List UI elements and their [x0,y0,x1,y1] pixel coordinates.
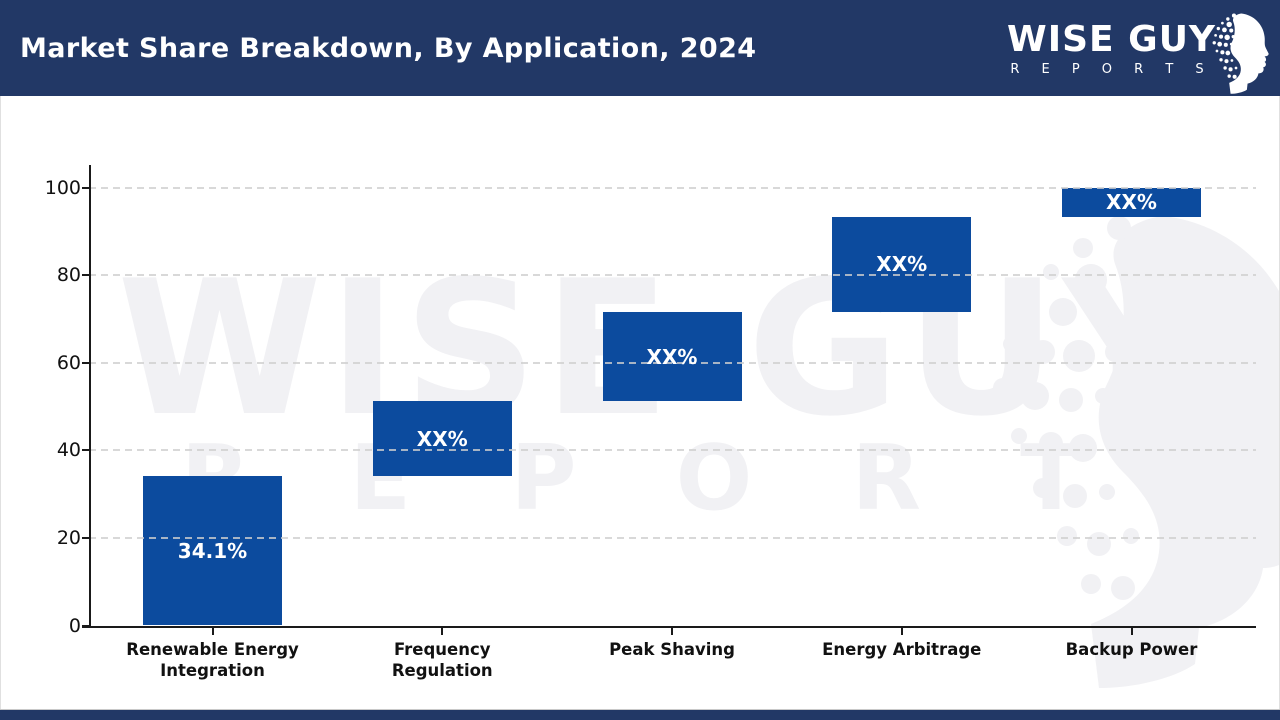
brand-name: WISE GUY [1006,19,1216,60]
x-category-label-line: Backup Power [1065,639,1198,659]
bar-value-label: XX% [416,426,468,451]
y-tick-mark [82,186,89,189]
page-title: Market Share Breakdown, By Application, … [20,32,757,64]
y-tick-mark [82,274,89,277]
y-gridline [89,361,1256,364]
y-gridline [89,449,1256,452]
brand-logo-text: WISE GUY R E P O R T S [1006,19,1216,77]
bar-value-label: XX% [1106,190,1157,215]
y-tick-label: 80 [56,264,81,287]
x-category-label-line: Integration [160,660,265,680]
bar-value-label: XX% [876,252,928,277]
x-category-label: Renewable Energy Integration [98,639,328,681]
bar-value-label: 34.1% [177,538,248,563]
waterfall-bar [372,401,512,477]
brand-head-icon [1212,13,1269,94]
x-tick-mark [671,626,673,635]
x-tick-mark [1130,626,1133,635]
bar-value-label: XX% [646,344,698,369]
x-category-label-line: Regulation [391,660,493,680]
y-axis-line [89,165,91,628]
y-tick-mark [82,449,89,452]
chart-area: WISE GUY R E P O R T S 0 20 40 60 80 100 34.1%… [0,96,1280,710]
y-tick-label: 0 [68,614,81,637]
y-tick-label: 40 [56,439,81,462]
y-tick-label: 60 [56,351,81,374]
y-gridline [89,186,1256,189]
y-tick-mark [82,536,89,539]
x-tick-mark [441,626,444,635]
watermark-text-sub: R E P O R T S [181,426,1280,531]
x-category-label: Peak Shaving [557,639,787,660]
x-category-label: Frequency Regulation [327,639,557,681]
footer-bar [0,709,1280,720]
x-category-label-line: Energy Arbitrage [822,639,982,659]
y-tick-label: 20 [56,526,81,549]
waterfall-plot: 0 20 40 60 80 100 34.1% Renewable Energy Integra… [1,96,1279,710]
x-category-label-line: Peak Shaving [609,639,735,659]
x-tick-mark [900,626,903,635]
y-gridline [89,536,1256,539]
waterfall-bar [602,311,742,402]
x-axis-line [82,625,1256,628]
y-tick-label: 100 [44,176,81,199]
waterfall-bar [1062,188,1201,217]
x-category-label: Energy Arbitrage [787,639,1017,660]
brand-logo: WISE GUY R E P O R T S [1007,12,1270,94]
x-category-label-line: Renewable Energy [126,639,299,659]
y-tick-mark [82,361,89,364]
brand-subtitle: R E P O R T S [1010,62,1213,77]
x-category-label: Backup Power [1017,639,1247,660]
x-tick-mark [211,626,214,635]
waterfall-bar [143,476,282,626]
header-bar: Market Share Breakdown, By Application, … [0,0,1280,96]
x-category-label-line: Frequency [393,639,491,659]
waterfall-bar [832,216,972,312]
y-gridline [89,274,1256,277]
